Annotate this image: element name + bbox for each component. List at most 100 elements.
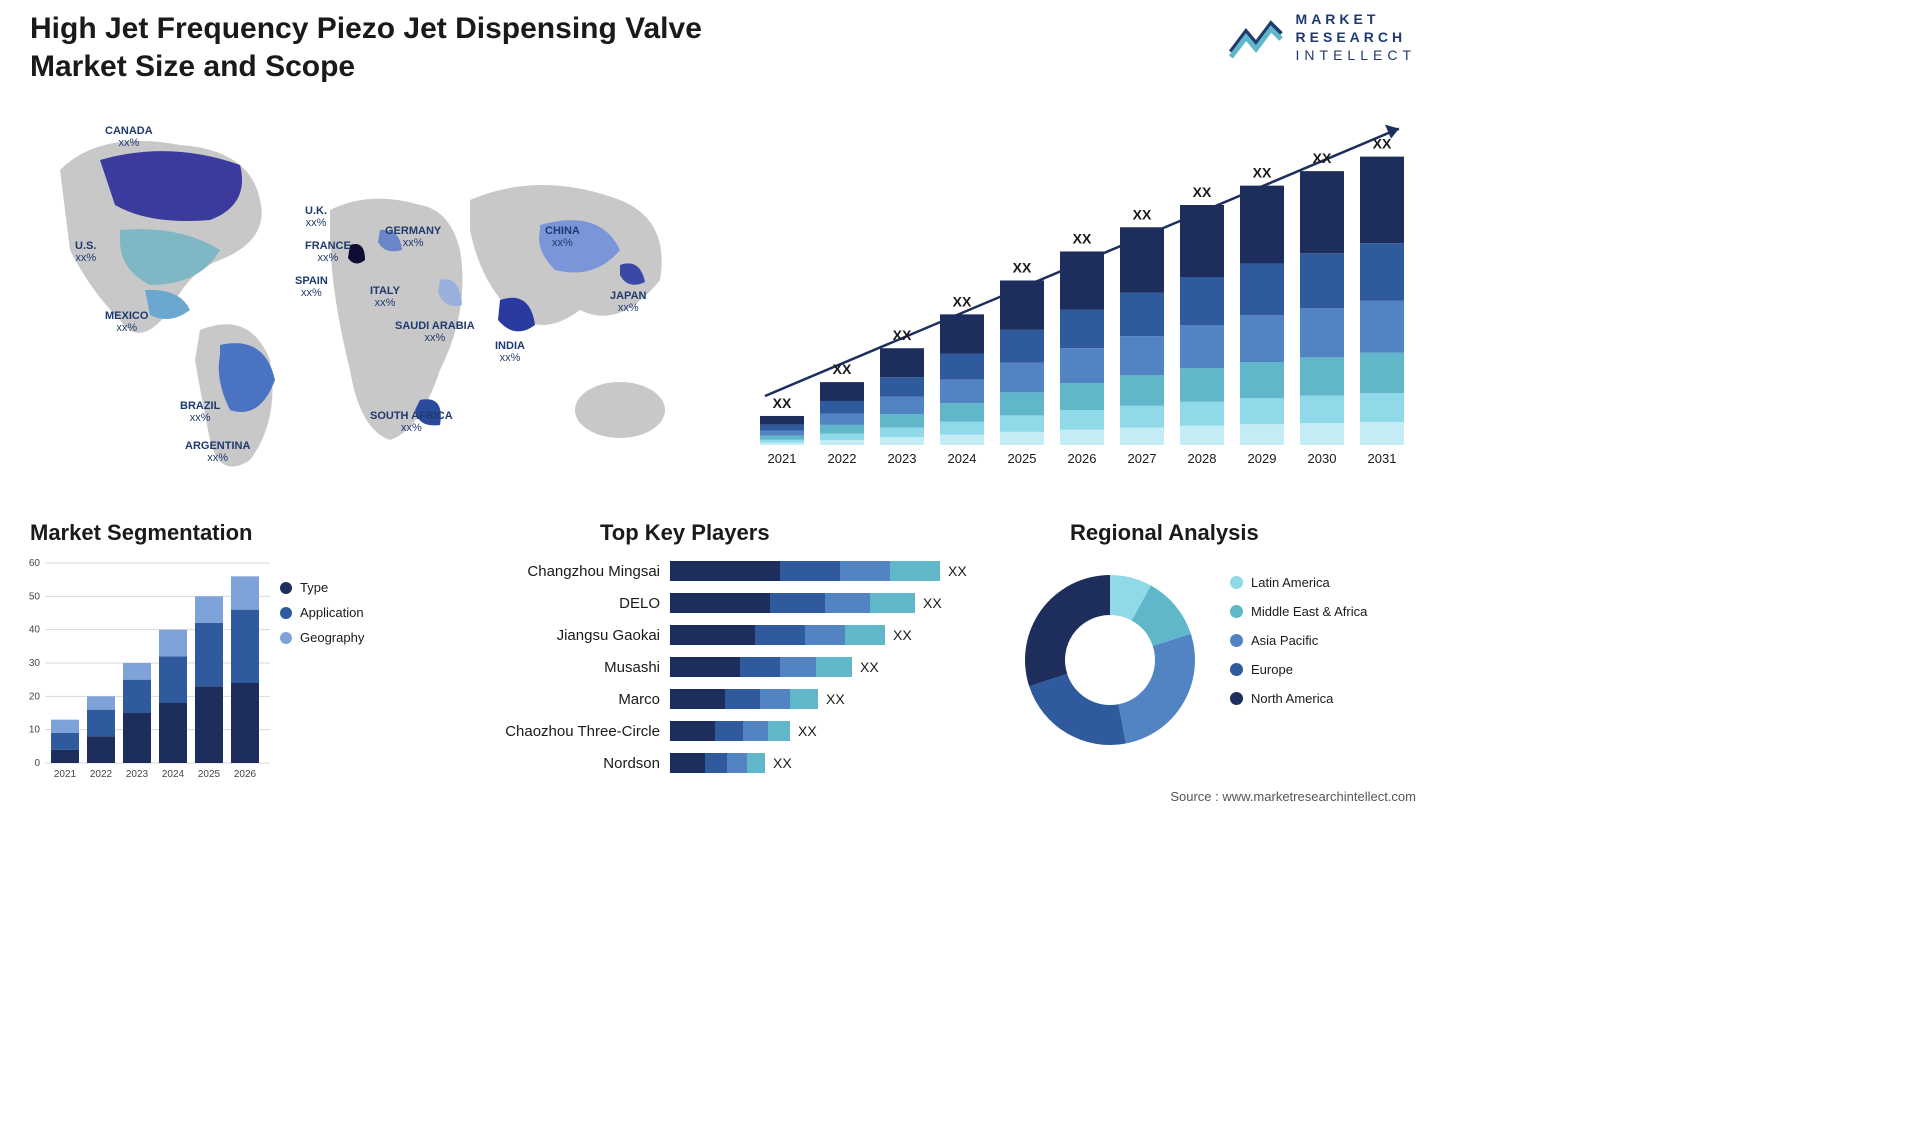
map-country-label: U.K.xx% bbox=[305, 205, 327, 229]
player-value: XX bbox=[773, 755, 792, 771]
svg-text:2023: 2023 bbox=[126, 769, 149, 780]
player-value: XX bbox=[826, 691, 845, 707]
svg-text:XX: XX bbox=[833, 361, 852, 377]
svg-text:40: 40 bbox=[29, 625, 41, 636]
regional-legend-item: Middle East & Africa bbox=[1230, 604, 1367, 619]
player-row: Nordson XX bbox=[470, 747, 970, 779]
player-bar bbox=[670, 625, 885, 645]
segmentation-legend-item: Application bbox=[280, 605, 364, 620]
map-country-label: CANADAxx% bbox=[105, 125, 153, 149]
player-name: Jiangsu Gaokai bbox=[470, 627, 670, 644]
player-name: DELO bbox=[470, 595, 670, 612]
map-country-label: CHINAxx% bbox=[545, 225, 580, 249]
map-country-label: FRANCExx% bbox=[305, 240, 351, 264]
player-bar bbox=[670, 689, 818, 709]
svg-text:2023: 2023 bbox=[888, 451, 917, 466]
segmentation-title: Market Segmentation bbox=[30, 520, 253, 546]
logo-icon bbox=[1226, 12, 1286, 62]
svg-text:XX: XX bbox=[953, 293, 972, 309]
svg-text:2025: 2025 bbox=[198, 769, 221, 780]
regional-legend-item: Latin America bbox=[1230, 575, 1367, 590]
svg-text:2027: 2027 bbox=[1128, 451, 1157, 466]
player-value: XX bbox=[798, 723, 817, 739]
svg-text:2031: 2031 bbox=[1368, 451, 1397, 466]
segmentation-legend: Type Application Geography bbox=[280, 580, 364, 655]
logo-word1: MARKET bbox=[1296, 10, 1416, 28]
players-chart: Changzhou Mingsai XX DELO XX Jiangsu Gaokai X… bbox=[470, 555, 970, 779]
segmentation-bar-chart: 0102030405060202120222023202420252026 bbox=[20, 555, 270, 785]
svg-text:XX: XX bbox=[1013, 259, 1032, 275]
player-name: Musashi bbox=[470, 659, 670, 676]
player-row: DELO XX bbox=[470, 587, 970, 619]
brand-logo: MARKET RESEARCH INTELLECT bbox=[1226, 10, 1416, 65]
world-map-svg bbox=[20, 110, 700, 490]
player-row: Jiangsu Gaokai XX bbox=[470, 619, 970, 651]
svg-text:XX: XX bbox=[1073, 230, 1092, 246]
svg-text:2029: 2029 bbox=[1248, 451, 1277, 466]
svg-text:60: 60 bbox=[29, 558, 41, 569]
svg-text:XX: XX bbox=[1253, 165, 1272, 181]
player-name: Nordson bbox=[470, 755, 670, 772]
map-country-label: GERMANYxx% bbox=[385, 225, 441, 249]
growth-bar-chart: XX 2021 XX 2022 XX 2023 XX 2024 XX 2025 XX 2026 XX 20… bbox=[740, 115, 1420, 475]
regional-legend-item: Europe bbox=[1230, 662, 1367, 677]
player-name: Marco bbox=[470, 691, 670, 708]
svg-text:2022: 2022 bbox=[90, 769, 113, 780]
map-country-label: ITALYxx% bbox=[370, 285, 400, 309]
svg-text:2024: 2024 bbox=[948, 451, 977, 466]
svg-text:30: 30 bbox=[29, 658, 41, 669]
svg-text:XX: XX bbox=[1133, 206, 1152, 222]
svg-text:XX: XX bbox=[893, 327, 912, 343]
world-map: CANADAxx% U.S.xx% MEXICOxx% BRAZILxx% ARGENT… bbox=[20, 110, 700, 490]
map-country-label: SOUTH AFRICAxx% bbox=[370, 410, 453, 434]
svg-text:0: 0 bbox=[34, 758, 40, 769]
logo-word2: RESEARCH bbox=[1296, 28, 1416, 46]
player-bar bbox=[670, 561, 940, 581]
svg-text:20: 20 bbox=[29, 691, 41, 702]
player-row: Marco XX bbox=[470, 683, 970, 715]
map-country-label: U.S.xx% bbox=[75, 240, 96, 264]
map-country-label: MEXICOxx% bbox=[105, 310, 148, 334]
svg-text:2026: 2026 bbox=[1068, 451, 1097, 466]
segmentation-legend-item: Type bbox=[280, 580, 364, 595]
player-bar bbox=[670, 593, 915, 613]
svg-text:XX: XX bbox=[1373, 136, 1392, 152]
svg-text:50: 50 bbox=[29, 591, 41, 602]
player-value: XX bbox=[923, 595, 942, 611]
player-value: XX bbox=[860, 659, 879, 675]
svg-text:XX: XX bbox=[1193, 184, 1212, 200]
map-country-label: INDIAxx% bbox=[495, 340, 525, 364]
svg-text:XX: XX bbox=[1313, 150, 1332, 166]
svg-text:2026: 2026 bbox=[234, 769, 257, 780]
player-value: XX bbox=[948, 563, 967, 579]
svg-text:2021: 2021 bbox=[54, 769, 77, 780]
svg-text:2021: 2021 bbox=[768, 451, 797, 466]
regional-legend: Latin America Middle East & Africa Asia Pa… bbox=[1230, 575, 1367, 720]
regional-legend-item: North America bbox=[1230, 691, 1367, 706]
player-name: Changzhou Mingsai bbox=[470, 563, 670, 580]
source-attribution: Source : www.marketresearchintellect.com bbox=[1170, 789, 1416, 804]
svg-text:2028: 2028 bbox=[1188, 451, 1217, 466]
players-title: Top Key Players bbox=[600, 520, 770, 546]
regional-donut-chart bbox=[1010, 560, 1210, 760]
segmentation-legend-item: Geography bbox=[280, 630, 364, 645]
player-bar bbox=[670, 721, 790, 741]
map-country-label: BRAZILxx% bbox=[180, 400, 220, 424]
svg-text:XX: XX bbox=[773, 395, 792, 411]
svg-text:10: 10 bbox=[29, 725, 41, 736]
player-value: XX bbox=[893, 627, 912, 643]
regional-title: Regional Analysis bbox=[1070, 520, 1259, 546]
player-name: Chaozhou Three-Circle bbox=[470, 723, 670, 740]
player-bar bbox=[670, 753, 765, 773]
logo-word3: INTELLECT bbox=[1296, 46, 1416, 64]
map-country-label: SAUDI ARABIAxx% bbox=[395, 320, 475, 344]
player-row: Chaozhou Three-Circle XX bbox=[470, 715, 970, 747]
page-title: High Jet Frequency Piezo Jet Dispensing … bbox=[30, 10, 730, 85]
svg-text:2022: 2022 bbox=[828, 451, 857, 466]
svg-text:2030: 2030 bbox=[1308, 451, 1337, 466]
map-country-label: ARGENTINAxx% bbox=[185, 440, 250, 464]
player-row: Musashi XX bbox=[470, 651, 970, 683]
player-row: Changzhou Mingsai XX bbox=[470, 555, 970, 587]
regional-legend-item: Asia Pacific bbox=[1230, 633, 1367, 648]
svg-text:2025: 2025 bbox=[1008, 451, 1037, 466]
